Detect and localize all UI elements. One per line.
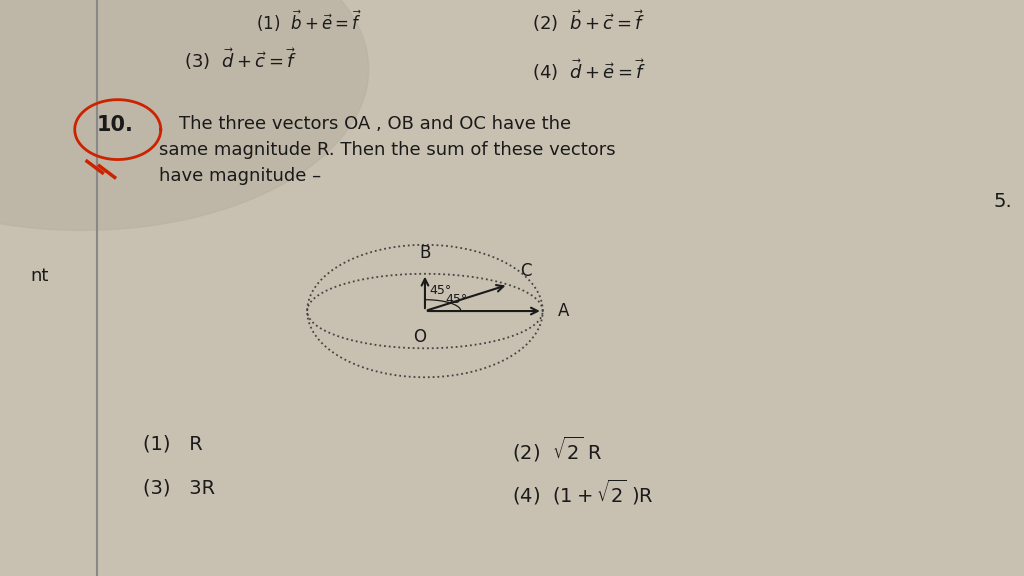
Polygon shape (0, 0, 369, 230)
Text: (3)   3R: (3) 3R (143, 478, 215, 497)
Text: $(1)\ \ \vec{b}+\vec{e}=\vec{f}$: $(1)\ \ \vec{b}+\vec{e}=\vec{f}$ (256, 9, 361, 34)
Text: $(3)\ \ \vec{d}+\vec{c}=\vec{f}$: $(3)\ \ \vec{d}+\vec{c}=\vec{f}$ (184, 46, 298, 72)
Text: $(2)\ \ \sqrt{2}\ \mathrm{R}$: $(2)\ \ \sqrt{2}\ \mathrm{R}$ (512, 435, 602, 464)
Text: $(4)\ \ \vec{d}+\vec{e}=\vec{f}$: $(4)\ \ \vec{d}+\vec{e}=\vec{f}$ (532, 58, 647, 84)
Text: 45°: 45° (429, 283, 452, 297)
Text: B: B (419, 244, 431, 262)
Text: The three vectors OA , OB and OC have the: The three vectors OA , OB and OC have th… (179, 115, 571, 133)
Text: O: O (414, 328, 426, 346)
Text: (1)   R: (1) R (143, 435, 203, 454)
Text: $(4)\ \ (1+\sqrt{2}\ )\mathrm{R}$: $(4)\ \ (1+\sqrt{2}\ )\mathrm{R}$ (512, 478, 654, 507)
Text: 5.: 5. (993, 192, 1012, 211)
Text: $(2)\ \ \vec{b}+\vec{c}=\vec{f}$: $(2)\ \ \vec{b}+\vec{c}=\vec{f}$ (532, 9, 646, 35)
Text: nt: nt (31, 267, 49, 286)
Text: same magnitude R. Then the sum of these vectors: same magnitude R. Then the sum of these … (159, 141, 615, 159)
Text: 10.: 10. (96, 115, 133, 135)
Text: 45°: 45° (445, 293, 468, 306)
Text: have magnitude –: have magnitude – (159, 167, 321, 185)
Text: A: A (558, 302, 569, 320)
Text: C: C (520, 262, 532, 280)
